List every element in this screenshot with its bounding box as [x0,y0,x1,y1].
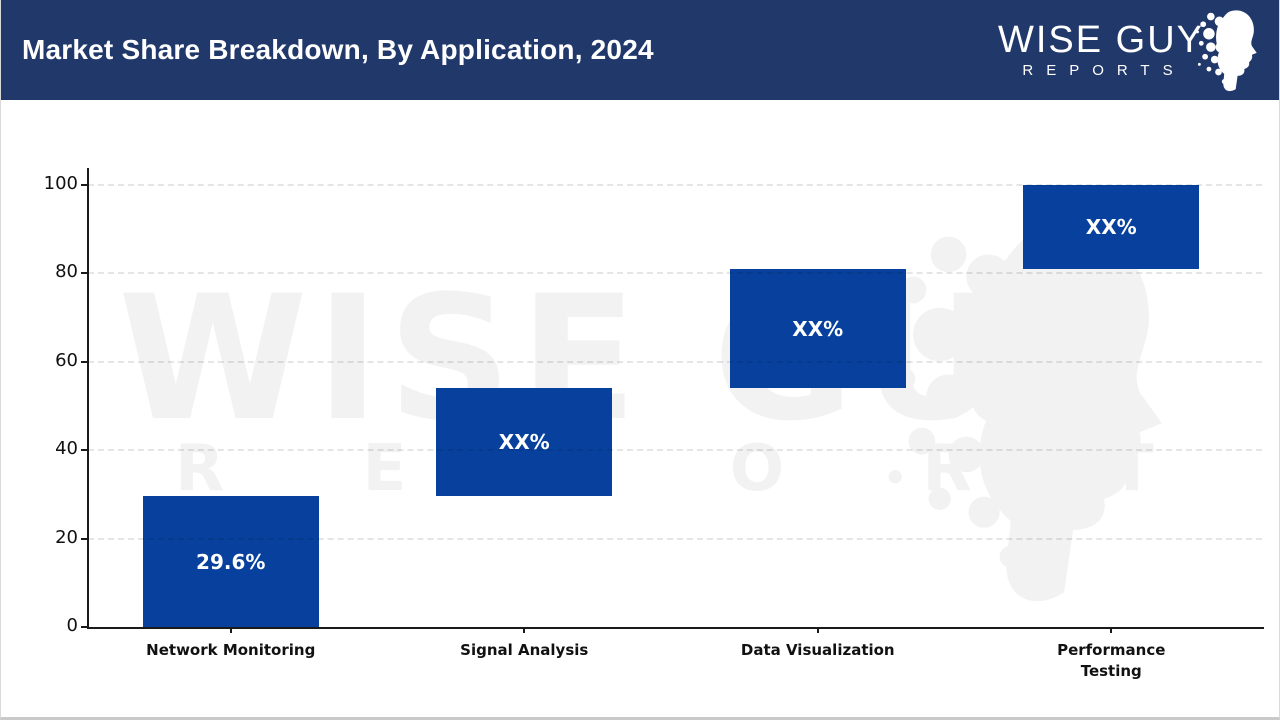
bar-value-label: 29.6% [196,549,266,574]
y-tick-mark [81,626,88,628]
y-tick-mark [81,449,88,452]
gridline [88,360,1262,363]
gridline [88,537,1262,540]
bar-value-label: XX% [792,316,844,341]
watermark-text-line1: WISE GUY [118,258,1143,459]
logo-text: WISE GUY REPORTS [997,18,1204,80]
bar-segment: XX% [436,388,613,497]
y-tick-label: 20 [55,526,78,548]
logo-subtitle: REPORTS [1022,62,1186,80]
logo-wordmark: WISE GUY [997,18,1204,61]
watermark-face-dots-icon [879,225,1162,602]
x-tick-mark [1110,628,1113,633]
y-tick-mark [81,184,88,186]
x-axis-line [87,627,1264,629]
gridline [88,272,1262,275]
wise-guy-reports-logo: WISE GUY REPORTS [998,7,1280,93]
y-tick-label: 60 [55,349,78,371]
x-category-label: Network Monitoring [146,641,316,659]
y-tick-label: 80 [55,261,78,283]
bar-segment: XX% [1023,185,1200,269]
x-tick-mark [229,628,232,633]
y-tick-mark [81,537,88,540]
bar-segment: XX% [729,268,906,389]
logo-face-dots-icon [1196,10,1257,92]
y-tick-label: 40 [55,438,78,460]
x-category-label: Performance Testing [1057,641,1166,680]
gridline [88,184,1262,186]
x-category-label: Data Visualization [740,641,895,659]
x-tick-mark [523,628,526,633]
gridline [88,449,1262,452]
y-tick-label: 0 [66,615,78,636]
x-tick-mark [816,628,819,633]
bar-value-label: XX% [1085,214,1137,239]
y-axis-line [87,168,89,629]
y-tick-mark [81,360,88,363]
page-title: Market Share Breakdown, By Application, … [22,34,654,65]
bar-segment: 29.6% [142,496,319,627]
y-tick-label: 100 [43,173,78,194]
x-category-label: Signal Analysis [460,641,589,659]
y-tick-mark [81,272,88,275]
bar-value-label: XX% [498,430,550,455]
header-bar: Market Share Breakdown, By Application, … [0,0,1280,100]
